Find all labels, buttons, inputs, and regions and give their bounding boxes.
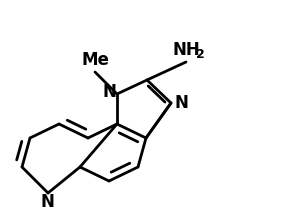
Text: N: N: [174, 94, 188, 112]
Text: NH: NH: [172, 41, 200, 59]
Text: N: N: [102, 83, 116, 101]
Text: N: N: [40, 193, 54, 211]
Text: 2: 2: [196, 48, 204, 61]
Text: Me: Me: [81, 51, 109, 69]
